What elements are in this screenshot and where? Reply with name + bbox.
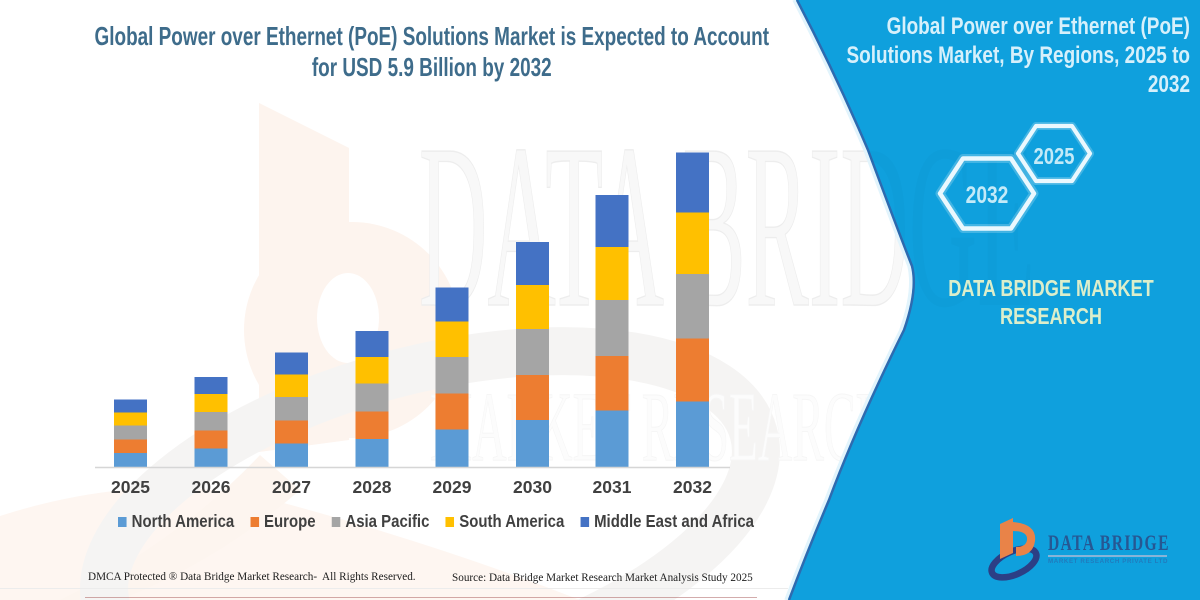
svg-text:MARKET RESEARCH: MARKET RESEARCH (430, 371, 890, 482)
